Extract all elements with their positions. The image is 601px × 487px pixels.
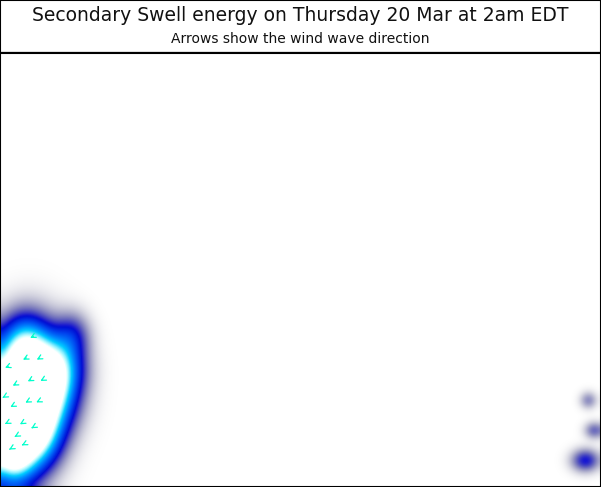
Text: Arrows show the wind wave direction: Arrows show the wind wave direction xyxy=(171,33,430,46)
Text: Secondary Swell energy on Thursday 20 Mar at 2am EDT: Secondary Swell energy on Thursday 20 Ma… xyxy=(32,6,569,25)
